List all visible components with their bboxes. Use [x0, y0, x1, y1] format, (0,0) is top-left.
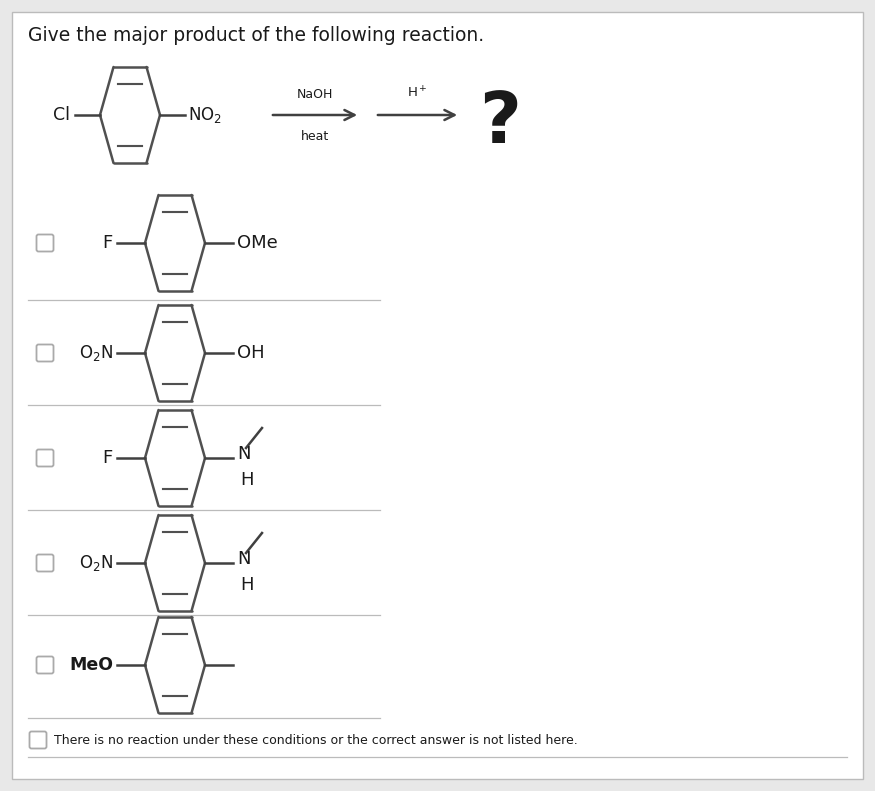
Text: There is no reaction under these conditions or the correct answer is not listed : There is no reaction under these conditi… — [54, 733, 578, 747]
Text: MeO: MeO — [69, 656, 113, 674]
FancyBboxPatch shape — [37, 449, 53, 467]
Text: NaOH: NaOH — [297, 88, 333, 101]
Text: ?: ? — [479, 89, 521, 157]
Text: $\mathrm{NO_2}$: $\mathrm{NO_2}$ — [188, 105, 222, 125]
Text: F: F — [102, 234, 113, 252]
FancyBboxPatch shape — [37, 345, 53, 361]
Text: $\mathrm{H^+}$: $\mathrm{H^+}$ — [407, 85, 428, 101]
Text: heat: heat — [301, 130, 329, 143]
Text: OMe: OMe — [237, 234, 277, 252]
Text: $\mathrm{O_2N}$: $\mathrm{O_2N}$ — [79, 343, 113, 363]
Text: $\mathrm{O_2N}$: $\mathrm{O_2N}$ — [79, 553, 113, 573]
FancyBboxPatch shape — [37, 554, 53, 572]
Text: Cl: Cl — [53, 106, 70, 124]
Text: F: F — [102, 449, 113, 467]
Text: N: N — [237, 445, 250, 463]
Text: OH: OH — [237, 344, 264, 362]
FancyBboxPatch shape — [37, 657, 53, 673]
Text: H: H — [241, 576, 254, 594]
FancyBboxPatch shape — [30, 732, 46, 748]
Text: N: N — [237, 550, 250, 568]
FancyBboxPatch shape — [37, 234, 53, 252]
Text: Give the major product of the following reaction.: Give the major product of the following … — [28, 25, 484, 44]
Text: H: H — [241, 471, 254, 489]
